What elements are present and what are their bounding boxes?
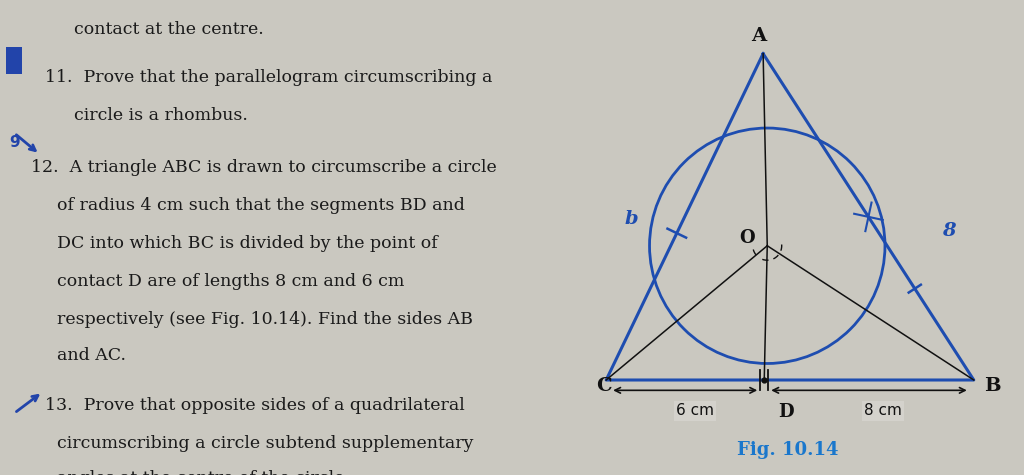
Text: contact at the centre.: contact at the centre. xyxy=(74,21,263,38)
Text: circle is a rhombus.: circle is a rhombus. xyxy=(74,107,248,124)
Text: A: A xyxy=(752,28,767,46)
Text: 8: 8 xyxy=(942,222,955,240)
Text: 13.  Prove that opposite sides of a quadrilateral: 13. Prove that opposite sides of a quadr… xyxy=(45,397,465,414)
Text: Fig. 10.14: Fig. 10.14 xyxy=(737,441,839,459)
Text: 12.  A triangle ABC is drawn to circumscribe a circle: 12. A triangle ABC is drawn to circumscr… xyxy=(32,159,497,176)
Text: 9: 9 xyxy=(9,135,19,150)
Text: b: b xyxy=(625,210,638,228)
Text: circumscribing a circle subtend supplementary: circumscribing a circle subtend suppleme… xyxy=(57,435,473,452)
Text: 11.  Prove that the parallelogram circumscribing a: 11. Prove that the parallelogram circums… xyxy=(45,69,493,86)
Text: angles at the centre of the circle.: angles at the centre of the circle. xyxy=(57,470,350,475)
Text: D: D xyxy=(778,403,794,421)
Text: O: O xyxy=(739,228,755,247)
Text: C: C xyxy=(596,377,611,395)
Text: and AC.: and AC. xyxy=(57,347,126,364)
Text: 6 cm: 6 cm xyxy=(676,403,714,418)
Text: B: B xyxy=(984,377,1000,395)
Text: contact D are of lengths 8 cm and 6 cm: contact D are of lengths 8 cm and 6 cm xyxy=(57,273,404,290)
Text: respectively (see Fig. 10.14). Find the sides AB: respectively (see Fig. 10.14). Find the … xyxy=(57,311,473,328)
Text: 8 cm: 8 cm xyxy=(864,403,902,418)
Text: of radius 4 cm such that the segments BD and: of radius 4 cm such that the segments BD… xyxy=(57,197,465,214)
Text: DC into which BC is divided by the point of: DC into which BC is divided by the point… xyxy=(57,235,437,252)
Bar xyxy=(6,48,22,74)
